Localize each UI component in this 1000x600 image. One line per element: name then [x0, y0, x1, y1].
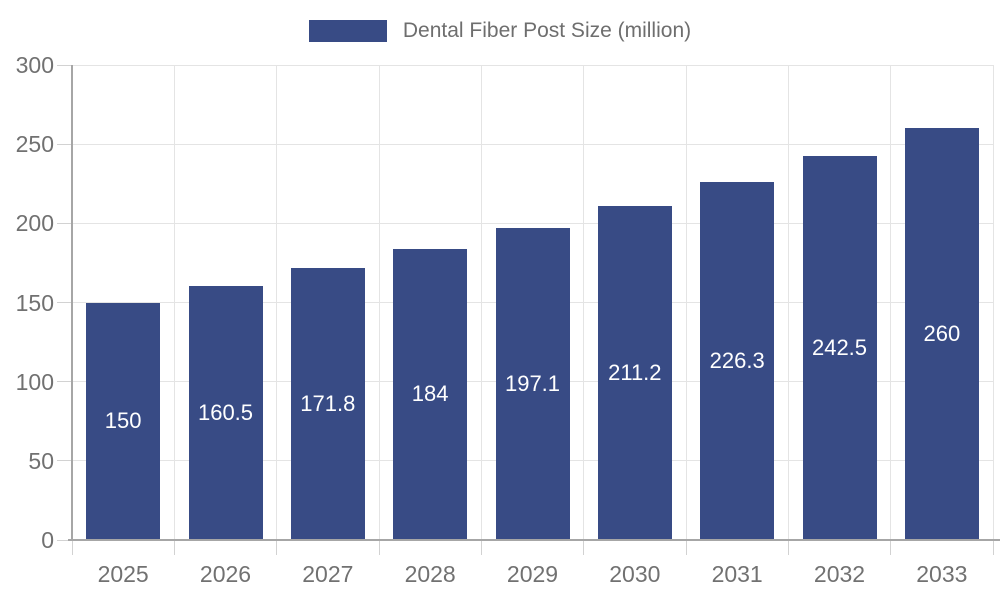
bar[interactable]: [393, 248, 468, 540]
x-tick: [480, 540, 482, 555]
legend-label: Dental Fiber Post Size (million): [402, 19, 692, 42]
x-tick: [685, 540, 687, 555]
x-gridline: [276, 65, 278, 540]
x-axis-label: 2025: [97, 561, 149, 587]
x-gridline: [787, 65, 789, 540]
x-tick: [787, 540, 789, 555]
y-axis-label: 200: [15, 210, 54, 237]
y-tick: [57, 381, 72, 383]
x-gridline: [480, 65, 482, 540]
bar[interactable]: [597, 205, 672, 540]
y-axis-label: 300: [15, 52, 54, 78]
y-tick: [57, 222, 72, 224]
y-tick: [57, 460, 72, 462]
y-axis-label: 100: [15, 368, 54, 395]
x-gridline: [173, 65, 175, 540]
y-axis-label: 150: [15, 289, 54, 316]
y-tick: [57, 302, 72, 303]
bar[interactable]: [802, 156, 877, 540]
bar[interactable]: [188, 285, 263, 540]
x-tick: [378, 540, 380, 555]
y-tick: [57, 64, 72, 66]
x-gridline: [583, 65, 585, 540]
y-axis-label: 50: [28, 447, 54, 474]
bar[interactable]: [904, 128, 979, 540]
x-axis-label: 2031: [711, 561, 763, 587]
y-axis-label: 0: [41, 527, 54, 553]
x-axis-label: 2030: [609, 561, 661, 587]
x-gridline: [685, 65, 687, 540]
x-axis-label: 2033: [916, 561, 968, 587]
x-tick: [71, 540, 73, 555]
x-tick: [890, 540, 892, 555]
x-axis-label: 2029: [506, 561, 559, 587]
y-axis-line: [71, 65, 73, 540]
y-tick: [57, 539, 72, 541]
x-axis-line: [68, 539, 1000, 541]
x-axis-label: 2028: [404, 561, 456, 587]
y-gridline: [72, 143, 993, 145]
bar[interactable]: [86, 302, 161, 540]
x-axis-label: 2032: [813, 561, 866, 587]
x-gridline: [992, 65, 994, 540]
bar[interactable]: [290, 267, 365, 540]
x-gridline: [378, 65, 380, 540]
x-tick: [992, 540, 994, 555]
y-tick: [57, 143, 72, 145]
y-gridline: [72, 64, 993, 66]
x-gridline: [890, 65, 892, 540]
legend-swatch: [308, 20, 387, 42]
legend[interactable]: Dental Fiber Post Size (million): [0, 19, 1000, 43]
x-tick: [583, 540, 585, 555]
y-axis-label: 250: [15, 131, 54, 158]
bar[interactable]: [495, 227, 570, 540]
x-tick: [276, 540, 278, 555]
x-axis-label: 2027: [302, 561, 354, 587]
x-axis-label: 2026: [199, 561, 252, 587]
x-tick: [173, 540, 175, 555]
bar[interactable]: [700, 181, 775, 540]
y-gridline: [72, 222, 993, 224]
